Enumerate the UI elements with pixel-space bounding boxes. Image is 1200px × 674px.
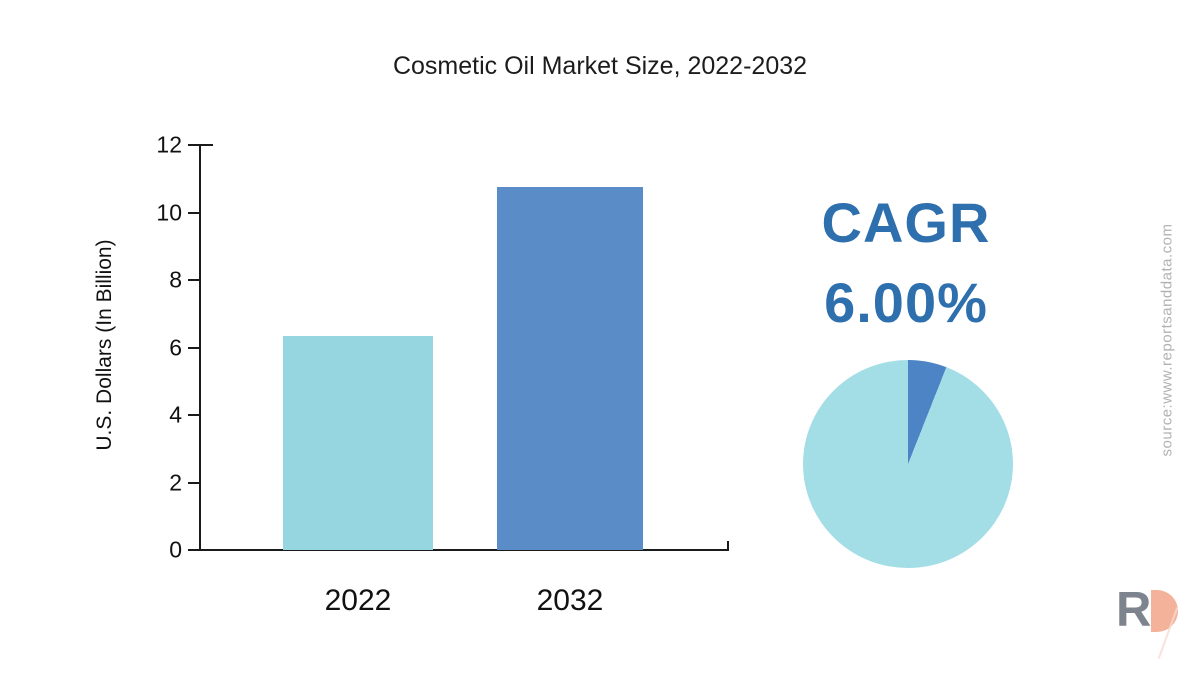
x-axis-line bbox=[199, 549, 729, 551]
cagr-value: 6.00% bbox=[824, 271, 988, 334]
bar-2032 bbox=[497, 187, 643, 550]
cagr-annotation: CAGR 6.00% bbox=[780, 183, 1032, 343]
y-axis-end-cap bbox=[201, 144, 213, 146]
y-tick-mark bbox=[188, 481, 200, 484]
y-tick-label: 4 bbox=[169, 401, 182, 428]
x-category-label: 2022 bbox=[324, 584, 392, 617]
brand-logo: R bbox=[1116, 583, 1179, 637]
y-tick-label: 12 bbox=[156, 131, 182, 158]
y-tick-label: 8 bbox=[169, 266, 182, 293]
y-tick-mark bbox=[188, 549, 200, 551]
y-tick-mark bbox=[188, 279, 200, 281]
pie-chart bbox=[803, 360, 1013, 568]
y-tick-label: 2 bbox=[169, 469, 182, 495]
chart-title: Cosmetic Oil Market Size, 2022-2032 bbox=[392, 52, 808, 80]
cagr-label: CAGR bbox=[821, 191, 991, 254]
y-tick-label: 10 bbox=[156, 199, 182, 225]
y-axis-line bbox=[199, 144, 201, 551]
source-note: source:www.reportsanddata.com bbox=[1158, 223, 1176, 457]
logo-letter-r: R bbox=[1116, 583, 1151, 637]
x-axis-end-cap bbox=[727, 541, 729, 550]
bar-2022 bbox=[283, 335, 433, 550]
y-tick-mark bbox=[188, 346, 200, 349]
y-tick-mark bbox=[188, 144, 200, 146]
y-tick-label: 0 bbox=[169, 536, 182, 563]
x-category-label: 2032 bbox=[536, 584, 604, 617]
y-tick-label: 6 bbox=[169, 334, 182, 360]
y-tick-mark bbox=[188, 211, 200, 214]
y-axis-label: U.S. Dollars (In Billion) bbox=[93, 239, 116, 451]
y-tick-mark bbox=[188, 414, 200, 416]
